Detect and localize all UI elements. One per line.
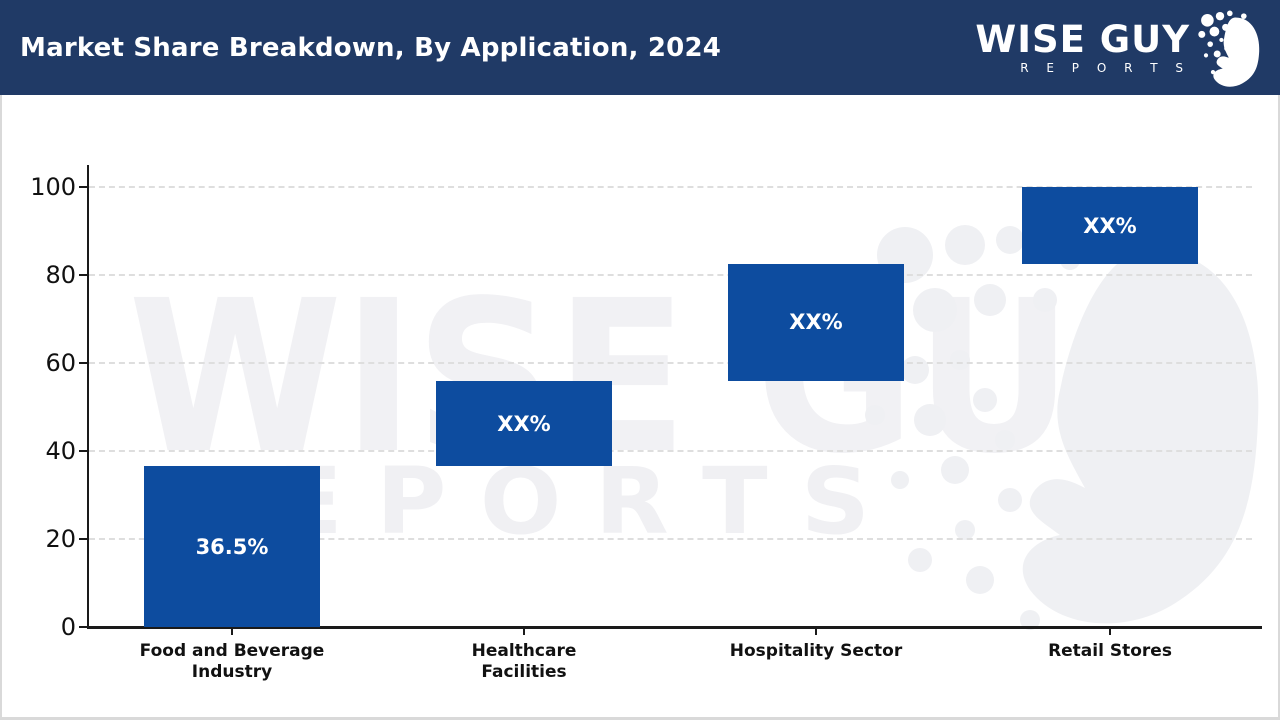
x-tick-label-line: Retail Stores (1048, 641, 1172, 661)
chart-plot-area: WISE GU R E P O R T S 0 20 40 60 80 100 36.5% F… (0, 95, 1280, 720)
header-banner: Market Share Breakdown, By Application, … (0, 0, 1280, 95)
y-tick-mark (79, 362, 87, 364)
gridline (89, 186, 1252, 188)
bar-value-label: XX% (1083, 213, 1137, 238)
bar-value-label: XX% (497, 411, 551, 436)
x-tick-mark (231, 628, 233, 635)
page-title: Market Share Breakdown, By Application, … (20, 32, 722, 63)
x-tick-mark (1109, 628, 1111, 635)
y-tick-label: 100 (30, 173, 76, 201)
y-tick-mark (79, 274, 87, 276)
brand-logo: WISE GUY R E P O R T S (975, 7, 1262, 89)
gridline (89, 538, 1252, 540)
x-tick-label-line: Industry (191, 662, 273, 682)
brand-subtitle: R E P O R T S (1020, 61, 1190, 75)
brand-face-icon (1198, 10, 1260, 87)
x-tick-label: Healthcare Facilities (394, 641, 654, 683)
y-tick-label: 20 (45, 525, 76, 553)
bar-value-label: XX% (789, 310, 843, 335)
bar (436, 380, 612, 467)
x-tick-label-line: Healthcare (471, 641, 577, 661)
x-tick-label-line: Food and Beverage (139, 641, 325, 661)
y-tick-label: 80 (45, 261, 76, 289)
x-tick-label: Hospitality Sector (686, 641, 946, 662)
y-tick-mark (79, 186, 87, 188)
x-tick-mark (815, 628, 817, 635)
x-tick-label: Food and Beverage Industry (102, 641, 362, 683)
bar (728, 264, 904, 381)
x-tick-label-line: Hospitality Sector (729, 641, 903, 661)
gridline (89, 362, 1252, 364)
x-tick-label: Retail Stores (980, 641, 1240, 662)
y-axis-line (87, 165, 89, 629)
y-tick-mark (79, 538, 87, 540)
bar (1022, 187, 1198, 264)
bar (144, 466, 320, 627)
x-tick-label-line: Facilities (481, 662, 567, 682)
brand-logo-text: WISE GUY R E P O R T S (975, 21, 1190, 74)
y-tick-label: 40 (45, 437, 76, 465)
y-tick-label: 60 (45, 349, 76, 377)
gridline (89, 450, 1252, 452)
y-tick-mark (79, 450, 87, 452)
x-tick-mark (523, 628, 525, 635)
gridline (89, 274, 1252, 276)
bar-value-label: 36.5% (195, 534, 269, 559)
brand-name: WISE GUY (975, 18, 1190, 61)
y-tick-label: 0 (60, 613, 76, 641)
y-tick-mark (79, 626, 87, 628)
x-axis-line (87, 626, 1262, 629)
